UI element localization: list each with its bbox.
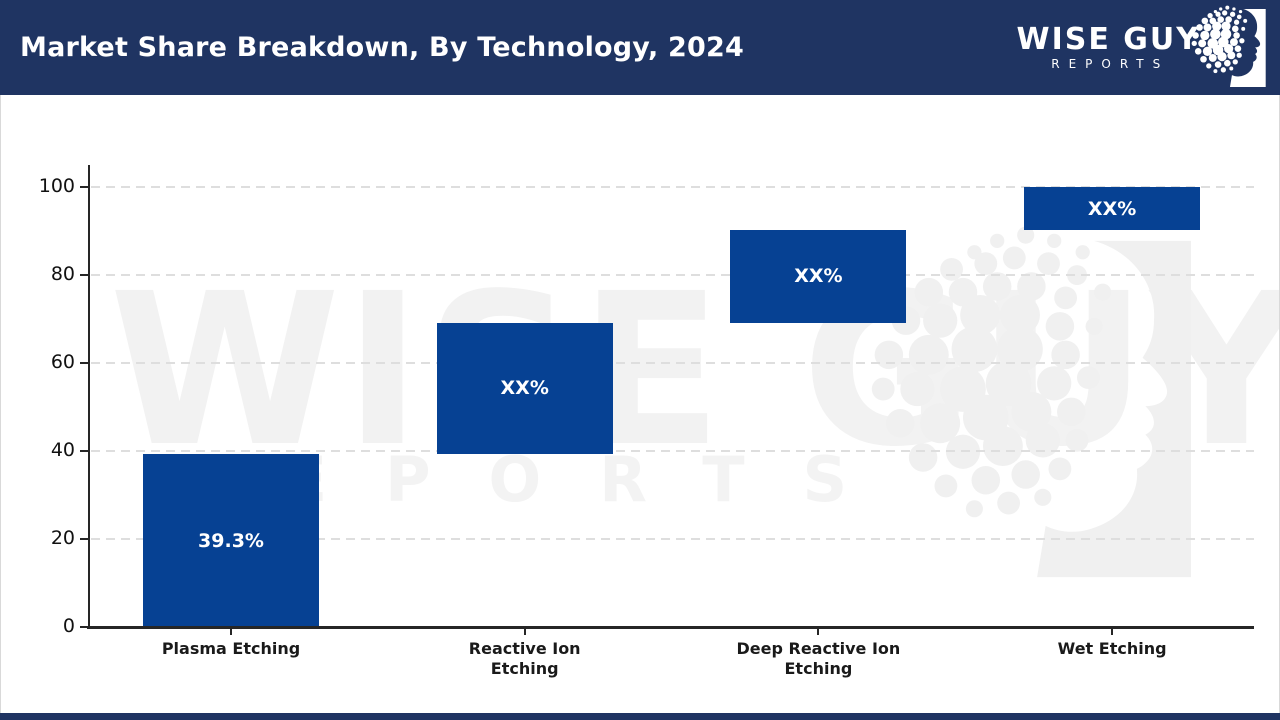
watermark-head-icon [871,226,1191,578]
bar-value-label: 39.3% [198,529,264,552]
bar-value-label: XX% [794,265,843,288]
waterfall-chart: 0 20 40 60 80 100 39.3% Plasma Etching XX% Reacti… [1,95,1279,713]
footer-bar [0,713,1280,720]
x-tick-label: Reactive Ion Etching [415,639,635,679]
logo-wordmark-line2: REPORTS [1051,57,1170,72]
gridline [91,538,1254,540]
x-axis-line [87,626,1254,629]
y-tick-label: 20 [50,527,75,549]
chart-title: Market Share Breakdown, By Technology, 2… [20,32,745,63]
logo-wordmark: WISE GUY REPORTS [1016,24,1200,72]
y-axis-line [87,165,90,629]
bar: 39.3% [143,454,319,627]
y-axis-tick [80,626,88,628]
bar: XX% [730,230,907,323]
x-axis-tick [523,628,526,635]
logo-wordmark-line1: WISE GUY [1016,21,1200,57]
x-tick-label-line: Reactive Ion [468,639,581,658]
y-axis-tick [80,274,88,276]
x-axis-tick [1111,628,1114,635]
report-header: Market Share Breakdown, By Technology, 2… [0,0,1280,95]
bar-value-label: XX% [1087,197,1137,220]
y-tick-label: 80 [50,263,75,285]
gridline [91,450,1254,452]
gridline [91,186,1254,188]
wiseguy-logo: WISE GUY REPORTS [1016,5,1280,91]
y-axis-tick [80,362,88,364]
y-axis-tick [80,450,88,452]
x-tick-label-line: Deep Reactive Ion [736,639,901,658]
y-tick-label: 0 [62,615,75,637]
y-tick-label: 60 [50,351,75,373]
bar: XX% [1024,187,1201,231]
x-tick-label: Deep Reactive Ion Etching [708,639,928,679]
y-tick-label: 40 [50,439,75,461]
x-tick-label: Plasma Etching [121,639,341,659]
bar: XX% [436,322,613,455]
gridline [91,362,1254,364]
x-tick-label-line: Etching [784,659,853,678]
x-axis-tick [817,628,820,635]
gridline [91,274,1254,276]
bar-value-label: XX% [500,377,549,400]
x-tick-label-line: Plasma Etching [161,639,301,658]
chart-area: WISE GUY REPORTS 0 20 40 60 80 100 39.3% Plasma… [0,95,1280,713]
x-axis-tick [230,628,232,635]
y-tick-label: 100 [38,175,75,197]
x-tick-label-line: Etching [490,659,559,678]
wiseguy-head-icon [1191,5,1266,87]
y-axis-tick [80,538,88,540]
x-tick-label: Wet Etching [1002,639,1222,659]
x-tick-label-line: Wet Etching [1057,639,1167,658]
y-axis-tick [80,186,88,188]
